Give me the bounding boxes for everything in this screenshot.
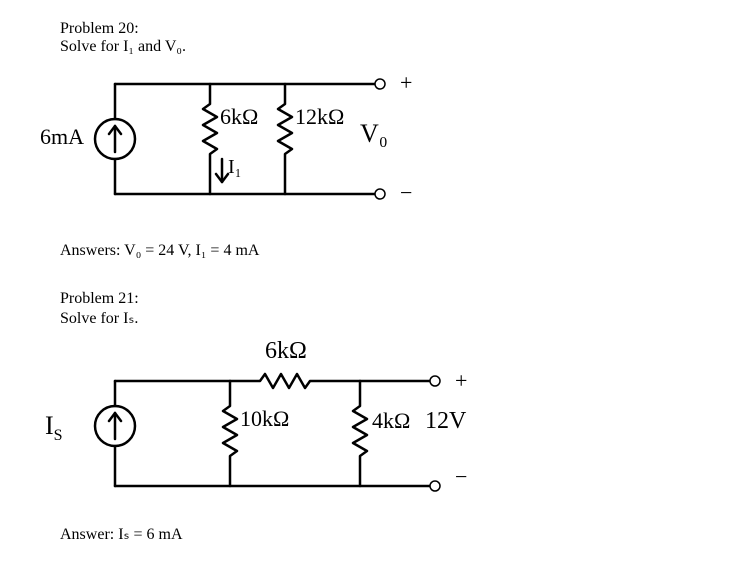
circuit-20-svg	[60, 64, 420, 234]
vout-label-20: V₀	[360, 119, 388, 149]
vout-label-21: 12V	[425, 408, 466, 435]
minus-20: −	[400, 180, 412, 206]
minus-21: −	[455, 464, 467, 490]
problem-21-title-2: Solve for Iₛ.	[60, 308, 674, 328]
circuit-21: IS 10kΩ 6kΩ 4kΩ 12V + −	[60, 336, 674, 516]
problem-21: Problem 21: Solve for Iₛ. IS	[60, 290, 674, 544]
problem-20: Problem 20: Solve for I₁ and V₀.	[60, 20, 674, 260]
i1-label-20: I₁	[228, 156, 242, 179]
answers-20: Answers: V₀ = 24 V, I₁ = 4 mA	[60, 242, 674, 260]
problem-21-title-1: Problem 21:	[60, 290, 674, 308]
plus-20: +	[400, 70, 412, 96]
plus-21: +	[455, 368, 467, 394]
problem-20-title-2: Solve for I₁ and V₀.	[60, 38, 674, 56]
problem-20-title-1: Problem 20:	[60, 20, 674, 38]
source-label-20: 6mA	[40, 124, 84, 150]
r2-label-21: 6kΩ	[265, 338, 307, 365]
r1-label-20: 6kΩ	[220, 104, 258, 130]
circuit-20: 6mA 6kΩ 12kΩ I₁ V₀ + −	[60, 64, 674, 234]
answer-21: Answer: Iₛ = 6 mA	[60, 524, 674, 544]
r3-label-21: 4kΩ	[372, 408, 410, 434]
r1-label-21: 10kΩ	[240, 406, 289, 432]
r2-label-20: 12kΩ	[295, 104, 344, 130]
source-label-21: IS	[45, 411, 63, 445]
